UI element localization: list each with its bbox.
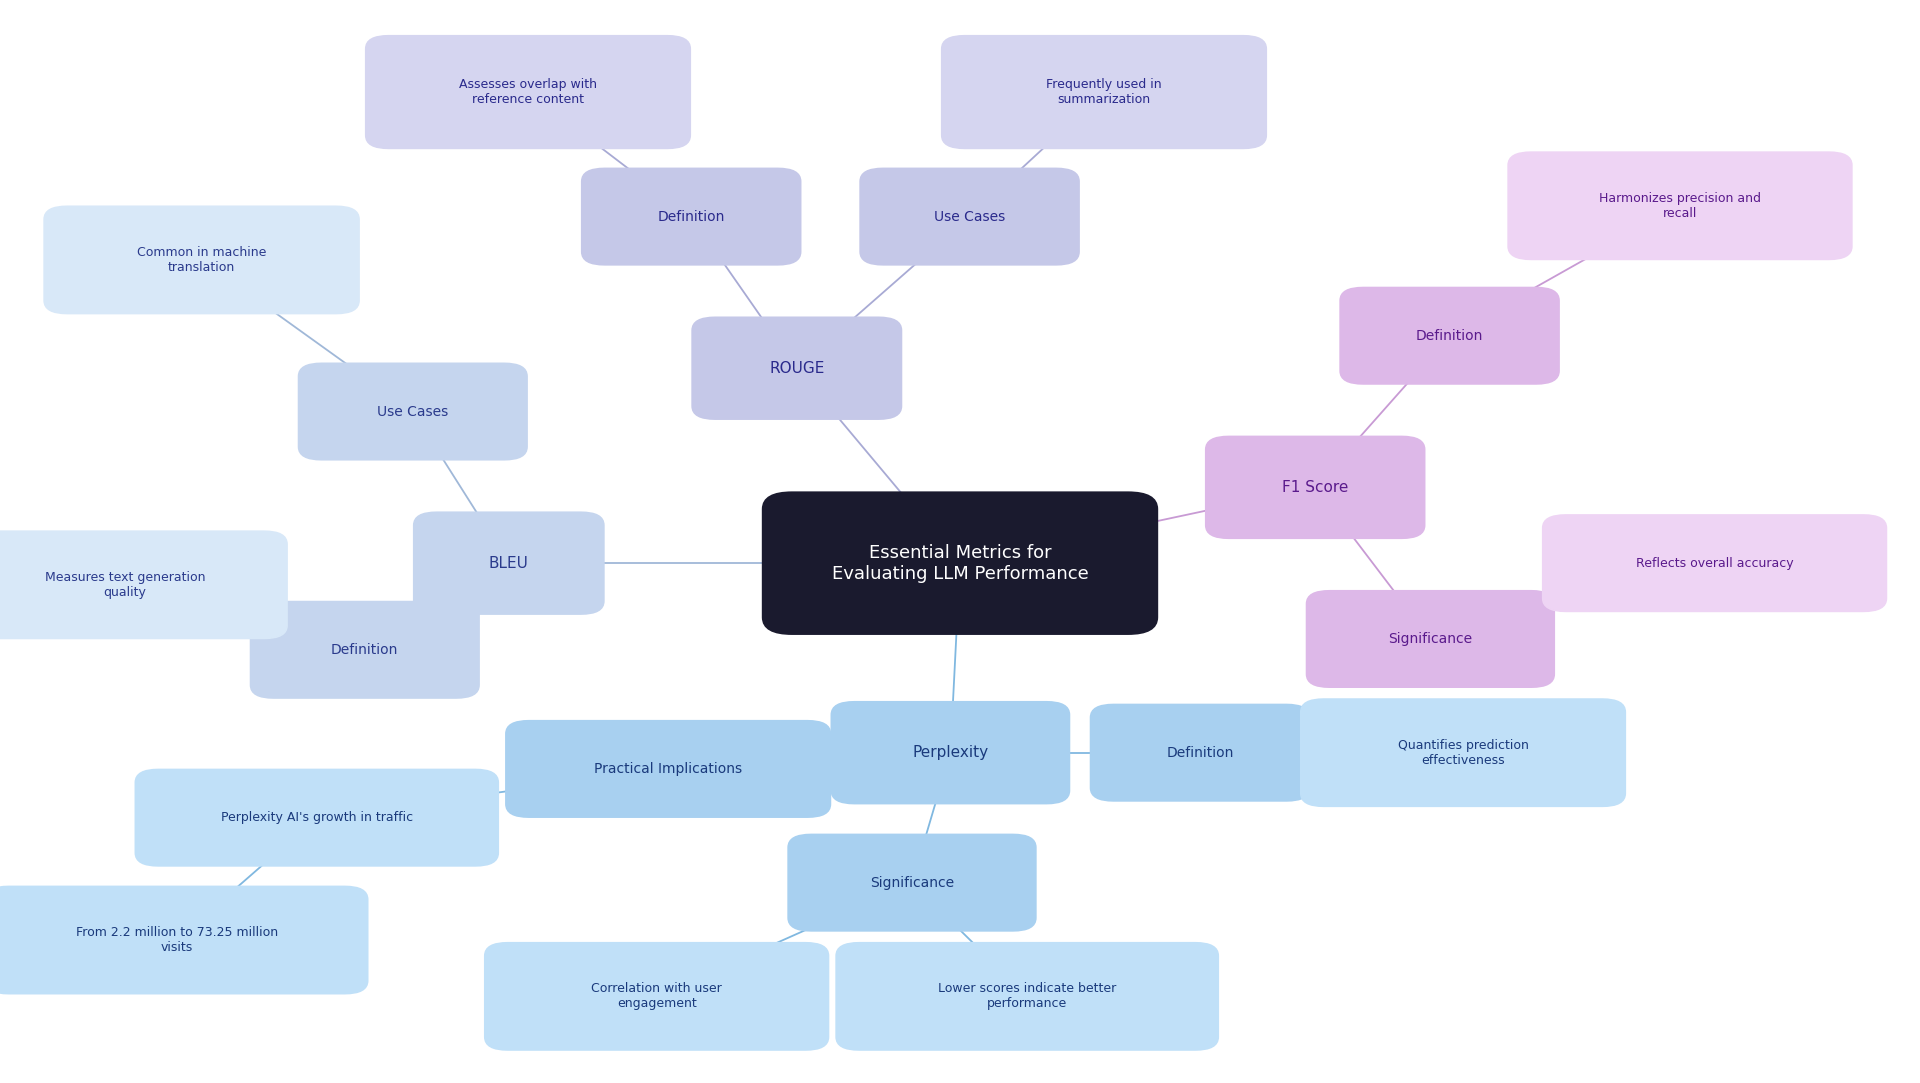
Text: BLEU: BLEU <box>490 556 528 571</box>
Text: Measures text generation
quality: Measures text generation quality <box>44 571 205 599</box>
FancyBboxPatch shape <box>44 206 359 314</box>
Text: Perplexity AI's growth in traffic: Perplexity AI's growth in traffic <box>221 811 413 824</box>
FancyBboxPatch shape <box>787 834 1037 930</box>
FancyBboxPatch shape <box>1206 436 1425 538</box>
Text: Definition: Definition <box>1415 329 1484 342</box>
FancyBboxPatch shape <box>484 942 829 1049</box>
FancyBboxPatch shape <box>1306 591 1555 688</box>
FancyBboxPatch shape <box>941 36 1267 148</box>
FancyBboxPatch shape <box>691 317 902 419</box>
FancyBboxPatch shape <box>1544 516 1885 611</box>
FancyBboxPatch shape <box>134 769 499 866</box>
FancyBboxPatch shape <box>582 169 801 265</box>
FancyBboxPatch shape <box>505 721 829 817</box>
Text: Lower scores indicate better
performance: Lower scores indicate better performance <box>939 982 1116 1010</box>
FancyBboxPatch shape <box>831 702 1069 804</box>
FancyBboxPatch shape <box>1302 700 1624 806</box>
Text: ROUGE: ROUGE <box>770 361 824 376</box>
Text: Practical Implications: Practical Implications <box>593 762 743 775</box>
FancyBboxPatch shape <box>860 169 1079 265</box>
Text: Use Cases: Use Cases <box>933 210 1006 223</box>
FancyBboxPatch shape <box>1091 704 1309 800</box>
Text: Definition: Definition <box>657 210 726 223</box>
FancyBboxPatch shape <box>298 364 526 460</box>
FancyBboxPatch shape <box>415 512 603 614</box>
Text: Assesses overlap with
reference content: Assesses overlap with reference content <box>459 78 597 106</box>
Text: Essential Metrics for
Evaluating LLM Performance: Essential Metrics for Evaluating LLM Per… <box>831 544 1089 583</box>
Text: Significance: Significance <box>870 876 954 889</box>
FancyBboxPatch shape <box>1507 152 1851 260</box>
Text: Reflects overall accuracy: Reflects overall accuracy <box>1636 557 1793 570</box>
FancyBboxPatch shape <box>250 602 480 697</box>
Text: Use Cases: Use Cases <box>376 405 449 418</box>
Text: Significance: Significance <box>1388 632 1473 645</box>
Text: Definition: Definition <box>330 643 399 656</box>
Text: Common in machine
translation: Common in machine translation <box>136 246 267 274</box>
FancyBboxPatch shape <box>1340 287 1559 383</box>
FancyBboxPatch shape <box>762 493 1156 634</box>
FancyBboxPatch shape <box>837 942 1217 1049</box>
Text: Perplexity: Perplexity <box>912 745 989 760</box>
FancyBboxPatch shape <box>0 886 367 994</box>
Text: Definition: Definition <box>1165 746 1235 759</box>
FancyBboxPatch shape <box>0 532 286 639</box>
Text: Harmonizes precision and
recall: Harmonizes precision and recall <box>1599 192 1761 220</box>
FancyBboxPatch shape <box>365 36 691 148</box>
Text: F1 Score: F1 Score <box>1283 480 1348 495</box>
Text: From 2.2 million to 73.25 million
visits: From 2.2 million to 73.25 million visits <box>75 926 278 954</box>
Text: Quantifies prediction
effectiveness: Quantifies prediction effectiveness <box>1398 739 1528 767</box>
Text: Correlation with user
engagement: Correlation with user engagement <box>591 982 722 1010</box>
Text: Frequently used in
summarization: Frequently used in summarization <box>1046 78 1162 106</box>
